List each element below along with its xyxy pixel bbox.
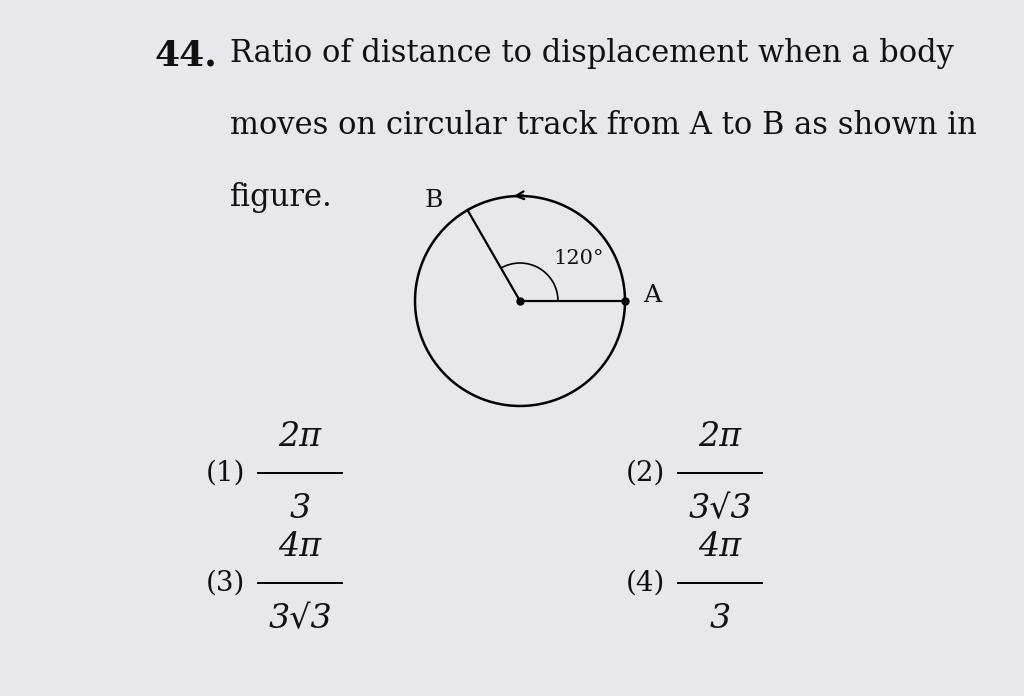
Text: 2π: 2π — [698, 421, 741, 453]
Text: Ratio of distance to displacement when a body: Ratio of distance to displacement when a… — [230, 38, 954, 69]
Text: 4π: 4π — [698, 531, 741, 563]
Text: (2): (2) — [626, 459, 665, 487]
Text: 3√3: 3√3 — [268, 603, 332, 635]
Text: figure.: figure. — [230, 182, 333, 213]
Text: B: B — [424, 189, 442, 212]
Text: (1): (1) — [206, 459, 245, 487]
Text: 3: 3 — [290, 493, 310, 525]
Text: A: A — [643, 285, 662, 308]
Text: (3): (3) — [206, 569, 245, 596]
Text: 2π: 2π — [279, 421, 322, 453]
Text: 3√3: 3√3 — [688, 493, 752, 525]
Text: 4π: 4π — [279, 531, 322, 563]
Text: (4): (4) — [626, 569, 665, 596]
Text: moves on circular track from A to B as shown in: moves on circular track from A to B as s… — [230, 110, 977, 141]
Text: 3: 3 — [710, 603, 731, 635]
Text: 44.: 44. — [155, 38, 218, 72]
Text: 120°: 120° — [553, 249, 604, 268]
